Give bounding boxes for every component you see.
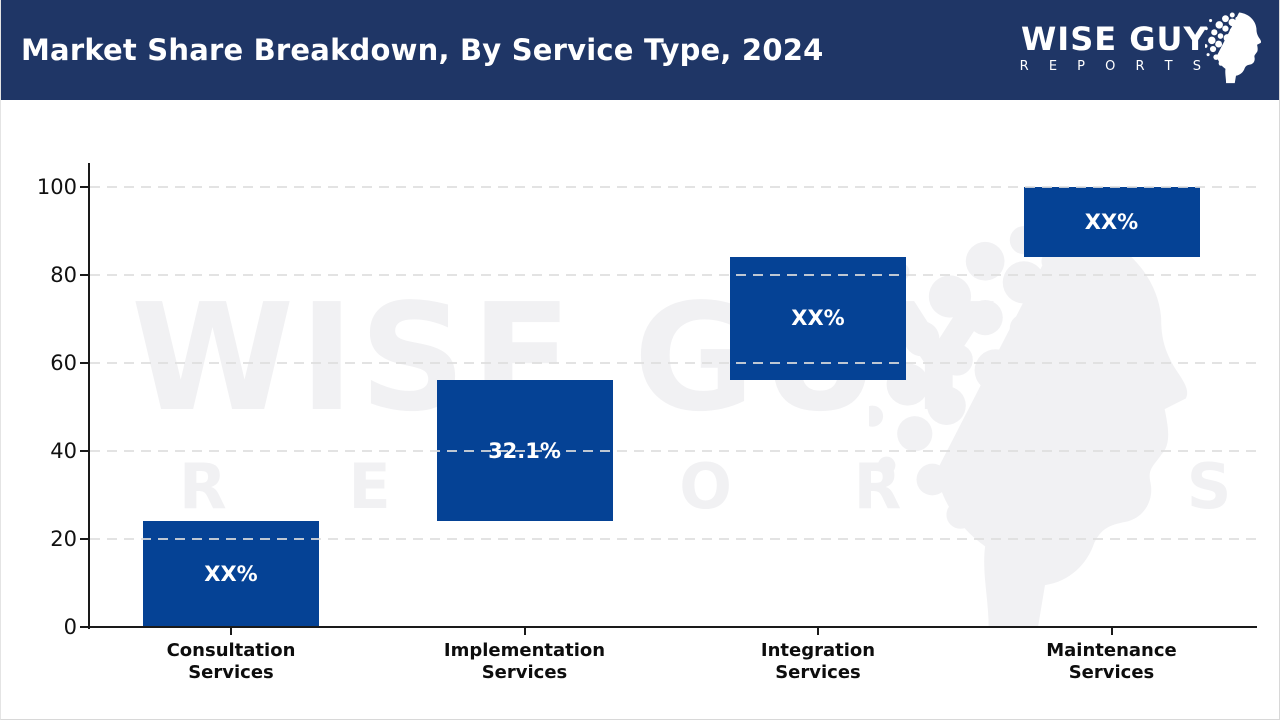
x-tick-mark [817,628,819,635]
y-tick-mark [80,449,88,452]
gridline [90,449,1257,452]
logo-head-icon [1203,10,1267,86]
y-tick-label: 100 [36,174,77,199]
y-tick-mark [80,361,88,364]
bar-value-label: XX% [1084,209,1139,234]
bar-value-label: 32.1% [488,438,561,463]
waterfall-chart: 0 20 40 60 80 100 XX% 32.1% XX% XX% Consultation S… [1,100,1279,719]
x-category-label: Implementation Services [443,640,606,683]
x-category-label: Integration Services [760,640,876,683]
y-tick-mark [80,185,88,188]
x-axis-line [88,626,1257,628]
gridline [90,185,1257,188]
logo-tagline: R E P O R T S [1019,59,1209,74]
y-tick-label: 0 [63,615,77,639]
y-tick-label: 60 [50,350,77,375]
gridline [90,537,1257,540]
logo-name: WISE GUY [1020,20,1208,58]
y-axis-line [88,163,90,629]
bar [730,256,906,380]
x-tick-mark [230,628,232,635]
y-tick-label: 20 [50,526,77,551]
header-bar: Market Share Breakdown, By Service Type,… [1,0,1279,100]
y-tick-label: 80 [50,262,77,287]
bar-value-label: XX% [204,562,258,587]
gridline [90,273,1257,276]
logo-text: WISE GUY R E P O R T S [1020,22,1209,74]
bar-value-label: XX% [791,306,845,331]
y-tick-label: 40 [50,438,77,463]
gridline [90,361,1257,364]
y-tick-mark [80,626,88,628]
x-category-label: Consultation Services [166,640,296,683]
y-tick-mark [80,273,88,276]
page-title: Market Share Breakdown, By Service Type,… [21,33,824,67]
wise-guy-reports-logo: WISE GUY R E P O R T S [1020,10,1267,86]
x-tick-mark [1110,628,1113,635]
x-tick-mark [523,628,526,635]
bar [1023,186,1200,257]
y-tick-mark [80,537,88,540]
watermark-head-icon [861,212,1221,630]
x-category-label: Maintenance Services [1046,640,1177,683]
